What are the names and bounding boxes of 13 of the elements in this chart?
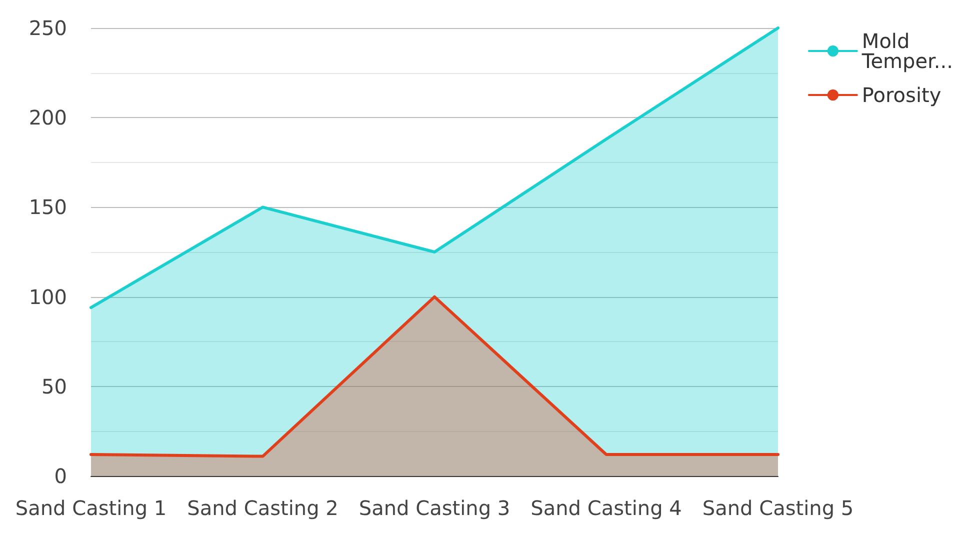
x-tick-label: Sand Casting 3 [358, 496, 510, 520]
y-tick-label: 250 [28, 16, 67, 40]
x-tick-label: Sand Casting 2 [187, 496, 338, 520]
x-tick-label: Sand Casting 5 [702, 496, 854, 520]
y-tick-label: 200 [28, 106, 67, 130]
y-tick-label: 100 [28, 284, 67, 309]
x-tick-label: Sand Casting 4 [530, 496, 682, 520]
y-tick-label: 150 [28, 195, 67, 220]
legend-label: Porosity [862, 83, 942, 107]
legend-label: Mold Temper... [860, 29, 954, 73]
x-tick-label: Sand Casting 1 [15, 496, 167, 520]
y-tick-label: 0 [54, 464, 67, 488]
y-tick-label: 50 [42, 374, 67, 398]
